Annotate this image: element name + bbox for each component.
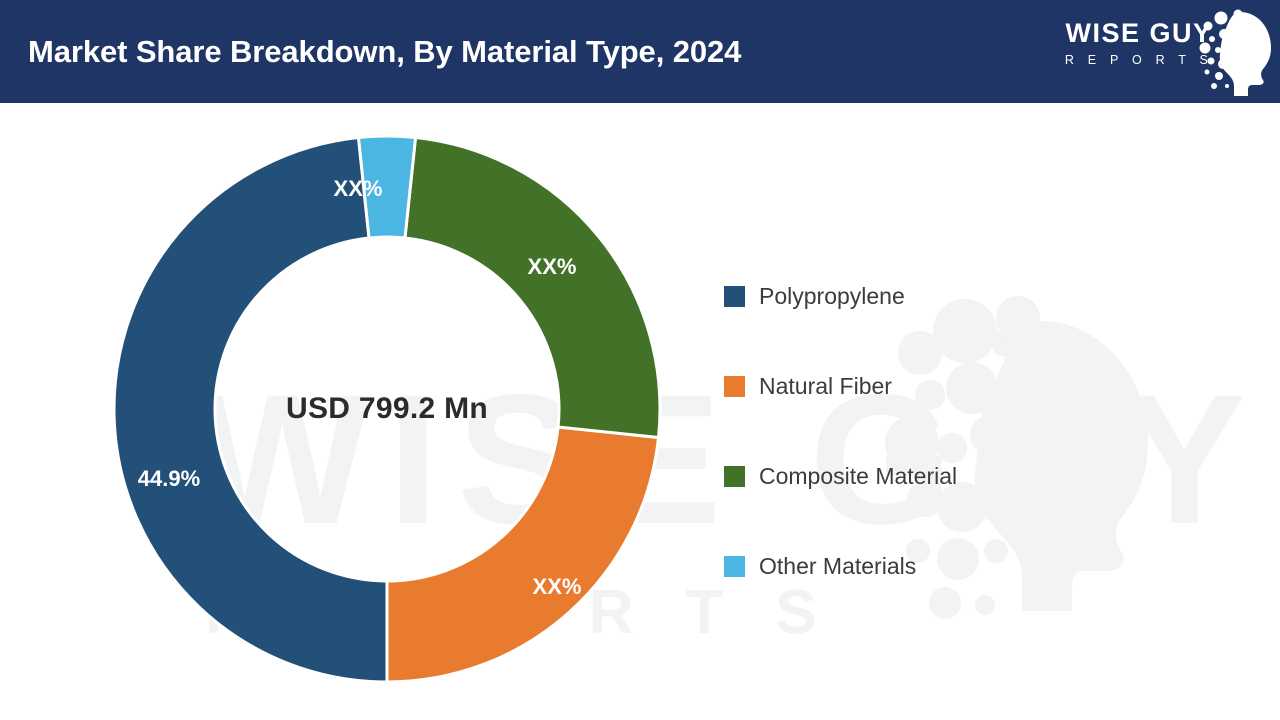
legend-item-composite-material[interactable]: Composite Material <box>724 431 1144 521</box>
donut-slice-label: XX% <box>533 574 582 599</box>
donut-slice[interactable] <box>112 135 389 684</box>
legend-item-label: Composite Material <box>759 462 958 489</box>
donut-slice-label: 44.9% <box>138 466 200 491</box>
donut-slice[interactable] <box>403 135 662 440</box>
donut-slice-label: XX% <box>334 176 383 201</box>
donut-chart-svg: 44.9% XX% XX% XX% <box>112 134 662 684</box>
legend-item-natural-fiber[interactable]: Natural Fiber <box>724 341 1144 431</box>
legend-swatch-icon <box>724 465 745 487</box>
logo-text: WISE GUY R E P O R T S <box>1064 20 1214 67</box>
donut-slice[interactable] <box>356 134 418 240</box>
logo-graphic <box>1199 9 1271 96</box>
legend-swatch-icon <box>724 285 745 307</box>
legend-item-polypropylene[interactable]: Polypropylene <box>724 251 1144 341</box>
head-silhouette-icon <box>1219 12 1271 96</box>
chart-legend: Polypropylene Natural Fiber Composite Ma… <box>724 251 1144 611</box>
donut-slice-label: XX% <box>528 254 577 279</box>
logo-primary-text: WISE GUY <box>1065 18 1213 48</box>
legend-swatch-icon <box>724 555 745 577</box>
legend-swatch-icon <box>724 375 745 397</box>
donut-chart: 44.9% XX% XX% XX% <box>111 133 663 685</box>
donut-slice[interactable] <box>385 425 661 684</box>
donut-slices <box>112 134 662 684</box>
page-title: Market Share Breakdown, By Material Type… <box>28 33 742 69</box>
page-header: Market Share Breakdown, By Material Type… <box>0 0 1280 103</box>
legend-item-other-materials[interactable]: Other Materials <box>724 521 1144 611</box>
logo-secondary-text: R E P O R T S <box>1064 53 1214 67</box>
legend-item-label: Polypropylene <box>759 282 905 309</box>
wise-guy-reports-logo: WISE GUY R E P O R T S <box>1062 6 1272 98</box>
donut-slice-labels: 44.9% XX% XX% XX% <box>138 176 582 599</box>
legend-item-label: Natural Fiber <box>759 372 892 399</box>
legend-item-label: Other Materials <box>759 552 917 579</box>
